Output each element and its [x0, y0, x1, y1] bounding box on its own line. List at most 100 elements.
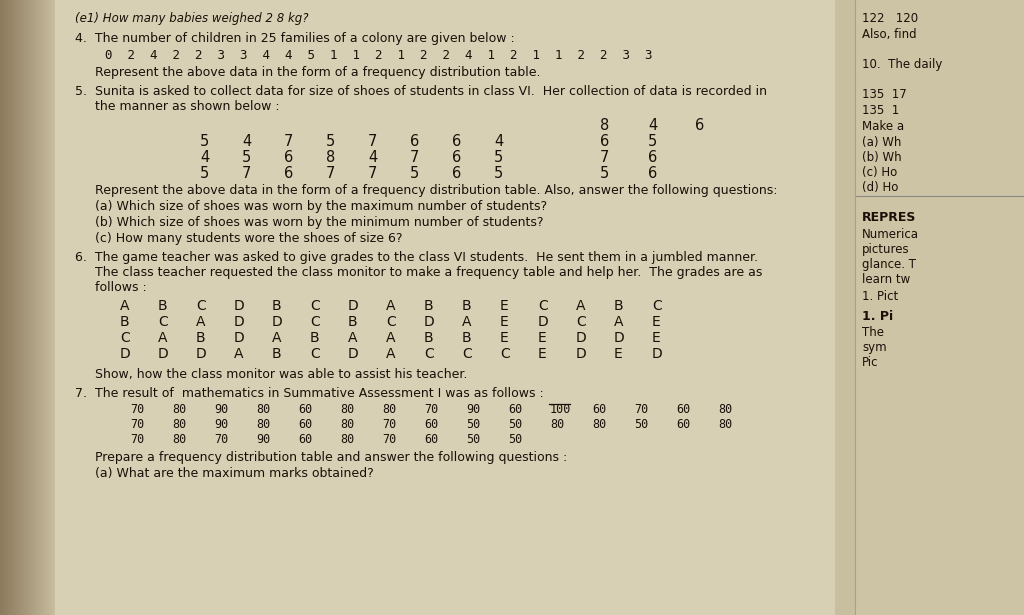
Text: follows :: follows :	[95, 281, 146, 294]
Text: E: E	[652, 331, 660, 345]
Text: D: D	[158, 347, 169, 361]
Text: 80: 80	[340, 418, 354, 431]
Text: 70: 70	[130, 418, 144, 431]
Text: A: A	[386, 299, 395, 313]
Text: D: D	[575, 331, 587, 345]
Text: 60: 60	[298, 418, 312, 431]
Text: D: D	[424, 315, 435, 329]
Text: B: B	[120, 315, 130, 329]
Text: glance. T: glance. T	[862, 258, 916, 271]
Text: (b) Which size of shoes was worn by the minimum number of students?: (b) Which size of shoes was worn by the …	[95, 216, 544, 229]
Text: 6: 6	[648, 150, 657, 165]
Text: A: A	[386, 331, 395, 345]
Text: 135  1: 135 1	[862, 104, 899, 117]
Text: 50: 50	[508, 433, 522, 446]
Text: D: D	[348, 347, 358, 361]
Text: 90: 90	[466, 403, 480, 416]
Text: 70: 70	[424, 403, 438, 416]
Text: Represent the above data in the form of a frequency distribution table. Also, an: Represent the above data in the form of …	[95, 184, 777, 197]
Text: D: D	[652, 347, 663, 361]
Text: 7: 7	[368, 134, 378, 149]
Text: 60: 60	[424, 433, 438, 446]
Text: A: A	[158, 331, 168, 345]
Text: pictures: pictures	[862, 243, 909, 256]
Text: D: D	[614, 331, 625, 345]
Text: B: B	[272, 347, 282, 361]
Text: 90: 90	[214, 418, 228, 431]
Text: B: B	[348, 315, 357, 329]
Text: 5: 5	[410, 166, 419, 181]
Text: The: The	[862, 326, 884, 339]
Text: 60: 60	[298, 403, 312, 416]
Text: 80: 80	[340, 403, 354, 416]
Text: B: B	[158, 299, 168, 313]
Text: 7: 7	[368, 166, 378, 181]
Text: E: E	[614, 347, 623, 361]
Text: B: B	[424, 331, 433, 345]
Text: 60: 60	[592, 403, 606, 416]
Text: 7: 7	[242, 166, 251, 181]
Text: 1. Pi: 1. Pi	[862, 310, 893, 323]
Text: (d) Ho: (d) Ho	[862, 181, 898, 194]
Text: E: E	[538, 347, 547, 361]
Text: E: E	[538, 331, 547, 345]
Text: (c) Ho: (c) Ho	[862, 166, 897, 179]
Text: 5: 5	[242, 150, 251, 165]
Text: 1. Pict: 1. Pict	[862, 290, 898, 303]
Text: 6: 6	[452, 166, 461, 181]
Text: the manner as shown below :: the manner as shown below :	[95, 100, 280, 113]
Text: 60: 60	[424, 418, 438, 431]
Text: 80: 80	[718, 418, 732, 431]
Text: 5: 5	[326, 134, 335, 149]
Text: Make a: Make a	[862, 120, 904, 133]
Text: 90: 90	[256, 433, 270, 446]
Text: 60: 60	[676, 403, 690, 416]
Text: A: A	[386, 347, 395, 361]
Text: 80: 80	[382, 403, 396, 416]
Text: 50: 50	[508, 418, 522, 431]
Text: 80: 80	[172, 433, 186, 446]
Text: E: E	[500, 331, 509, 345]
Text: 80: 80	[172, 403, 186, 416]
Text: 5: 5	[600, 166, 609, 181]
Text: C: C	[500, 347, 510, 361]
Text: 135  17: 135 17	[862, 88, 906, 101]
Text: 80: 80	[592, 418, 606, 431]
Text: C: C	[158, 315, 168, 329]
Text: 80: 80	[340, 433, 354, 446]
Text: C: C	[120, 331, 130, 345]
Text: 80: 80	[718, 403, 732, 416]
Text: 60: 60	[676, 418, 690, 431]
Text: B: B	[462, 299, 472, 313]
Text: 70: 70	[130, 433, 144, 446]
Text: The class teacher requested the class monitor to make a frequency table and help: The class teacher requested the class mo…	[95, 266, 763, 279]
Text: 8: 8	[326, 150, 335, 165]
Text: C: C	[462, 347, 472, 361]
Text: 100: 100	[550, 403, 571, 416]
Text: 7: 7	[284, 134, 293, 149]
Text: 70: 70	[382, 418, 396, 431]
Text: 6: 6	[695, 118, 705, 133]
Text: 4: 4	[494, 134, 503, 149]
Text: D: D	[575, 347, 587, 361]
Text: 50: 50	[466, 433, 480, 446]
Text: 5.  Sunita is asked to collect data for size of shoes of students in class VI.  : 5. Sunita is asked to collect data for s…	[75, 85, 767, 98]
Text: 4: 4	[368, 150, 377, 165]
Text: (b) Wh: (b) Wh	[862, 151, 901, 164]
Text: Pic: Pic	[862, 356, 879, 369]
Text: A: A	[196, 315, 206, 329]
Text: 0  2  4  2  2  3  3  4  4  5  1  1  2  1  2  2  4  1  2  1  1  2  2  3  3: 0 2 4 2 2 3 3 4 4 5 1 1 2 1 2 2 4 1 2 1 …	[105, 49, 652, 62]
Text: C: C	[538, 299, 548, 313]
Text: 10.  The daily: 10. The daily	[862, 58, 942, 71]
Text: 5: 5	[648, 134, 657, 149]
Text: 70: 70	[382, 433, 396, 446]
Text: 7: 7	[600, 150, 609, 165]
Text: 80: 80	[550, 418, 564, 431]
Text: B: B	[614, 299, 624, 313]
Text: E: E	[652, 315, 660, 329]
Text: 8: 8	[600, 118, 609, 133]
Text: 6: 6	[284, 150, 293, 165]
Text: D: D	[538, 315, 549, 329]
Text: sym: sym	[862, 341, 887, 354]
Text: A: A	[614, 315, 624, 329]
